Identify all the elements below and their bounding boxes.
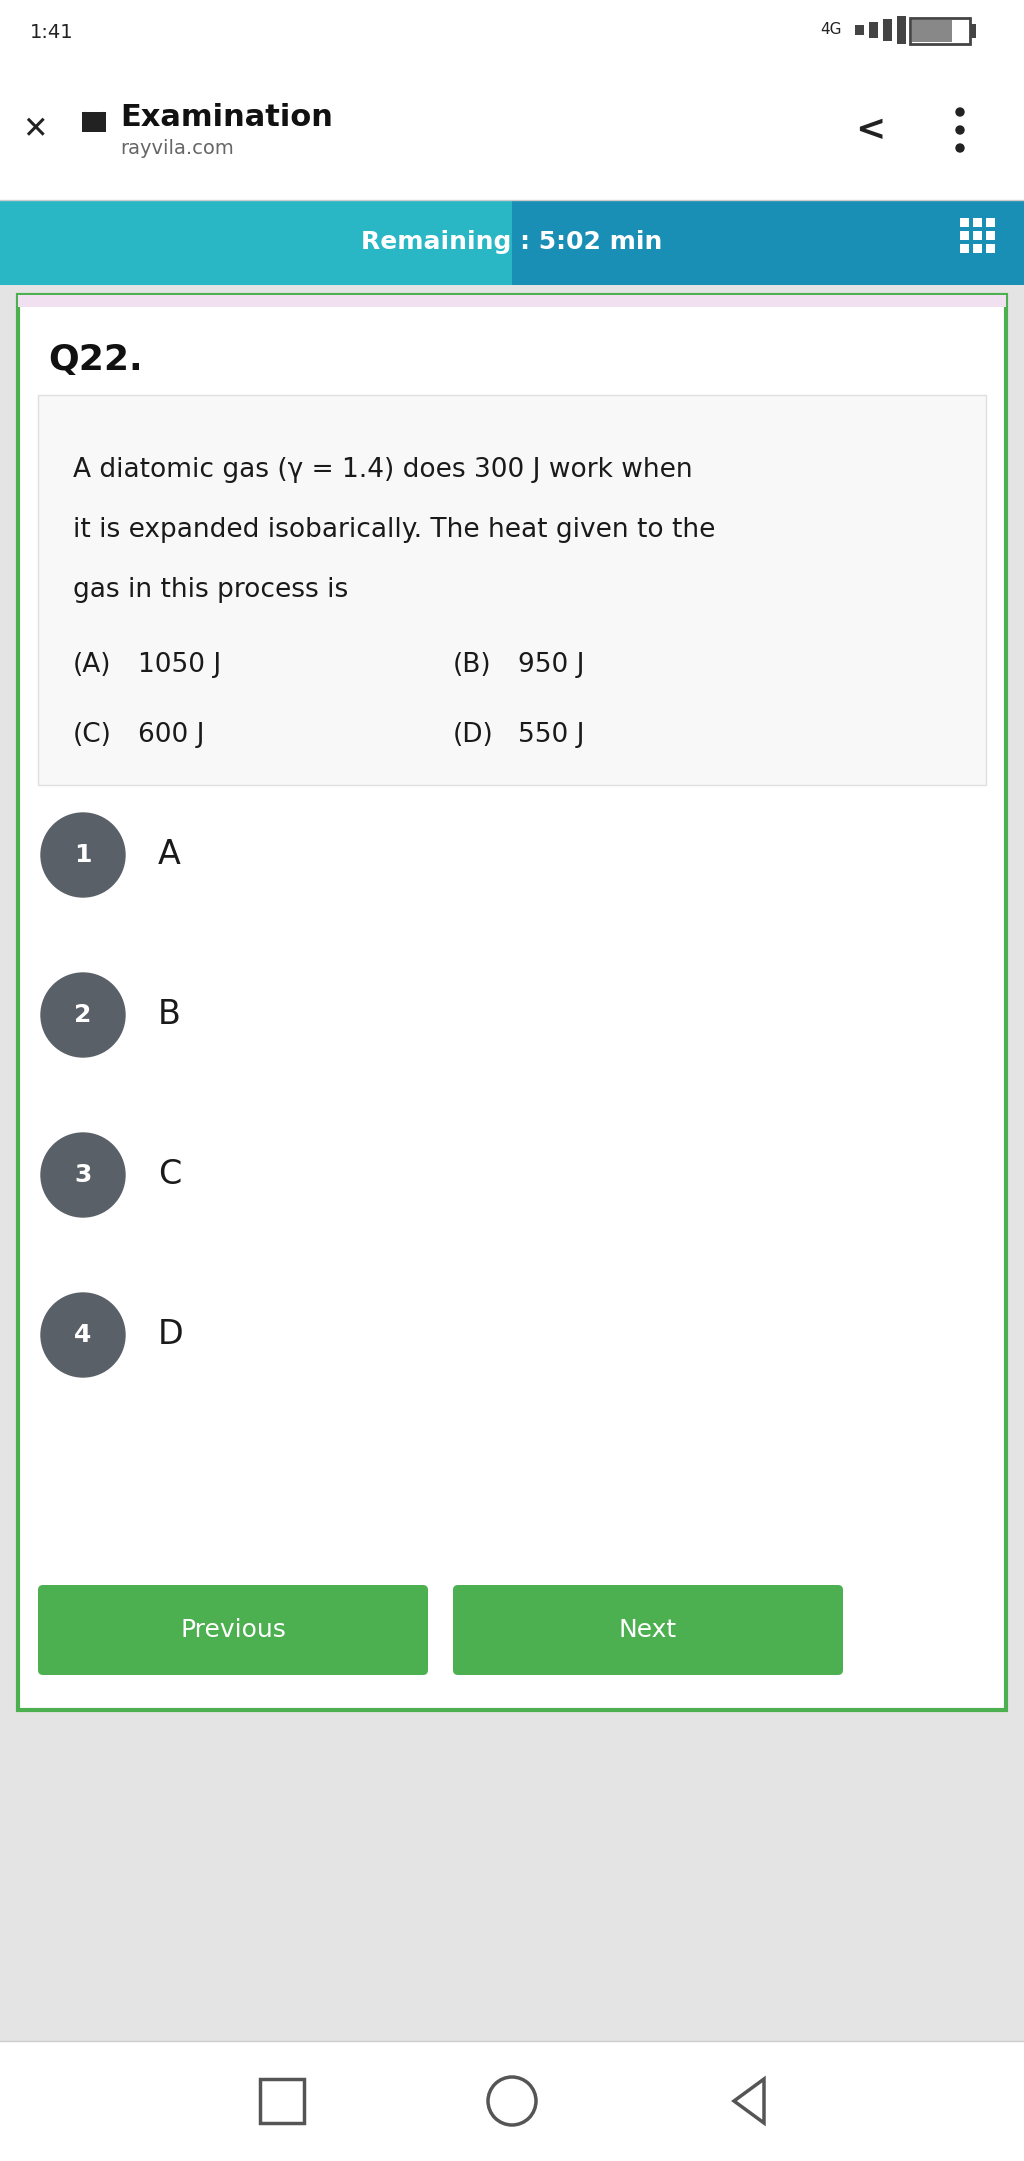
Text: Remaining : 5:02 min: Remaining : 5:02 min [361, 229, 663, 255]
Text: 1:41: 1:41 [30, 22, 74, 41]
FancyBboxPatch shape [986, 218, 995, 227]
FancyBboxPatch shape [0, 2040, 1024, 2161]
FancyBboxPatch shape [18, 296, 1006, 307]
FancyBboxPatch shape [897, 15, 906, 43]
Text: it is expanded isobarically. The heat given to the: it is expanded isobarically. The heat gi… [73, 516, 716, 542]
Text: gas in this process is: gas in this process is [73, 577, 348, 603]
Text: C: C [158, 1158, 181, 1191]
Circle shape [41, 813, 125, 897]
Text: <: < [855, 112, 885, 147]
Text: Next: Next [618, 1619, 677, 1642]
Text: 4G: 4G [820, 22, 842, 37]
FancyBboxPatch shape [973, 244, 982, 253]
Text: 950 J: 950 J [518, 653, 585, 679]
Text: 4: 4 [75, 1323, 92, 1346]
FancyBboxPatch shape [0, 201, 1024, 285]
FancyBboxPatch shape [912, 19, 952, 41]
Text: ✕: ✕ [23, 115, 48, 145]
Text: 600 J: 600 J [138, 722, 205, 748]
FancyBboxPatch shape [973, 218, 982, 227]
Text: (C): (C) [73, 722, 112, 748]
FancyBboxPatch shape [961, 244, 969, 253]
FancyBboxPatch shape [38, 1584, 428, 1675]
FancyBboxPatch shape [0, 0, 1024, 61]
Text: B: B [158, 998, 181, 1031]
Text: 1050 J: 1050 J [138, 653, 221, 679]
Circle shape [41, 972, 125, 1057]
Text: 3: 3 [75, 1163, 92, 1186]
Text: 1: 1 [75, 843, 92, 867]
Text: 550 J: 550 J [518, 722, 585, 748]
FancyBboxPatch shape [869, 22, 878, 39]
FancyBboxPatch shape [986, 231, 995, 240]
Circle shape [41, 1132, 125, 1217]
Text: A diatomic gas (γ = 1.4) does 300 J work when: A diatomic gas (γ = 1.4) does 300 J work… [73, 456, 692, 484]
FancyBboxPatch shape [18, 296, 1006, 1709]
FancyBboxPatch shape [961, 218, 969, 227]
Text: (A): (A) [73, 653, 112, 679]
FancyBboxPatch shape [973, 231, 982, 240]
FancyBboxPatch shape [986, 244, 995, 253]
Text: (B): (B) [453, 653, 492, 679]
Circle shape [956, 145, 964, 151]
Text: Previous: Previous [180, 1619, 286, 1642]
Text: Examination: Examination [120, 104, 333, 132]
FancyBboxPatch shape [0, 61, 1024, 201]
Text: rayvila.com: rayvila.com [120, 138, 233, 158]
FancyBboxPatch shape [453, 1584, 843, 1675]
FancyBboxPatch shape [512, 201, 1024, 285]
Text: D: D [158, 1318, 183, 1351]
Text: 2: 2 [75, 1003, 92, 1026]
Text: Q22.: Q22. [48, 344, 142, 376]
FancyBboxPatch shape [970, 24, 976, 39]
Circle shape [956, 108, 964, 117]
Circle shape [41, 1292, 125, 1377]
FancyBboxPatch shape [82, 112, 106, 132]
Text: A: A [158, 838, 181, 871]
FancyBboxPatch shape [883, 19, 892, 41]
FancyBboxPatch shape [855, 26, 864, 35]
FancyBboxPatch shape [961, 231, 969, 240]
Circle shape [956, 125, 964, 134]
FancyBboxPatch shape [38, 395, 986, 784]
Text: (D): (D) [453, 722, 494, 748]
